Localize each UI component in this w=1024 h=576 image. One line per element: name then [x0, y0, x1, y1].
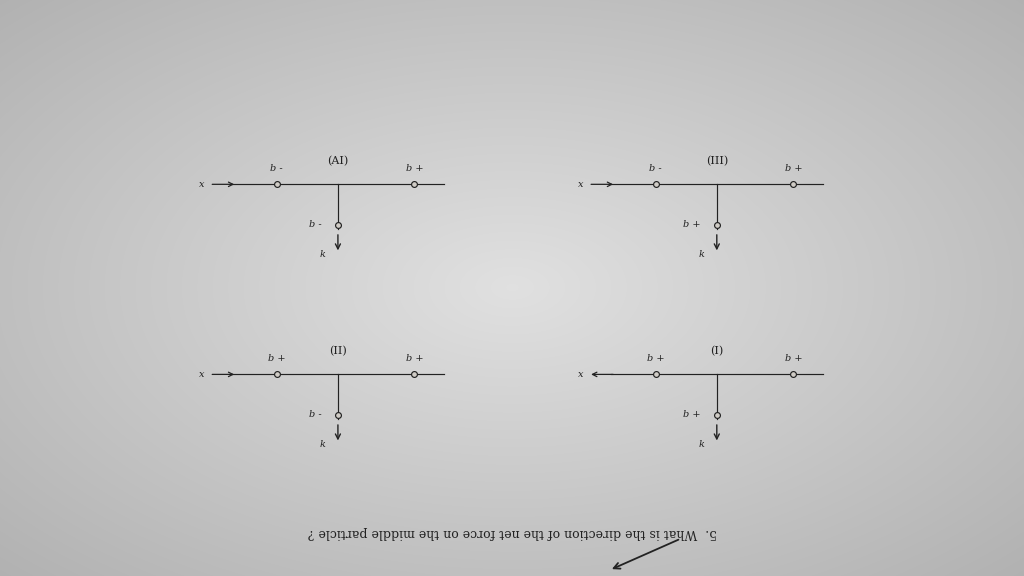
Text: x: x: [199, 180, 205, 189]
Text: 5.  What is the direction of the net force on the middle particle ?: 5. What is the direction of the net forc…: [307, 526, 717, 539]
Text: (I): (I): [711, 346, 723, 356]
Text: k: k: [319, 251, 326, 259]
Text: b -: b -: [309, 410, 322, 419]
Text: (AI): (AI): [328, 156, 348, 166]
Text: b +: b +: [683, 219, 700, 229]
Text: k: k: [698, 251, 705, 259]
Text: b +: b +: [647, 354, 665, 363]
Text: k: k: [698, 441, 705, 449]
Text: b +: b +: [268, 354, 286, 363]
Text: b +: b +: [784, 354, 802, 363]
Text: x: x: [578, 370, 583, 379]
Text: k: k: [319, 441, 326, 449]
Text: b +: b +: [406, 354, 423, 363]
Text: b -: b -: [649, 164, 662, 173]
Text: (III): (III): [706, 156, 728, 166]
Text: b -: b -: [270, 164, 283, 173]
Text: b +: b +: [683, 410, 700, 419]
Text: b +: b +: [784, 164, 802, 173]
Text: b +: b +: [406, 164, 423, 173]
Text: x: x: [578, 180, 583, 189]
Text: x: x: [199, 370, 205, 379]
Text: b -: b -: [309, 219, 322, 229]
Text: (II): (II): [329, 346, 347, 356]
